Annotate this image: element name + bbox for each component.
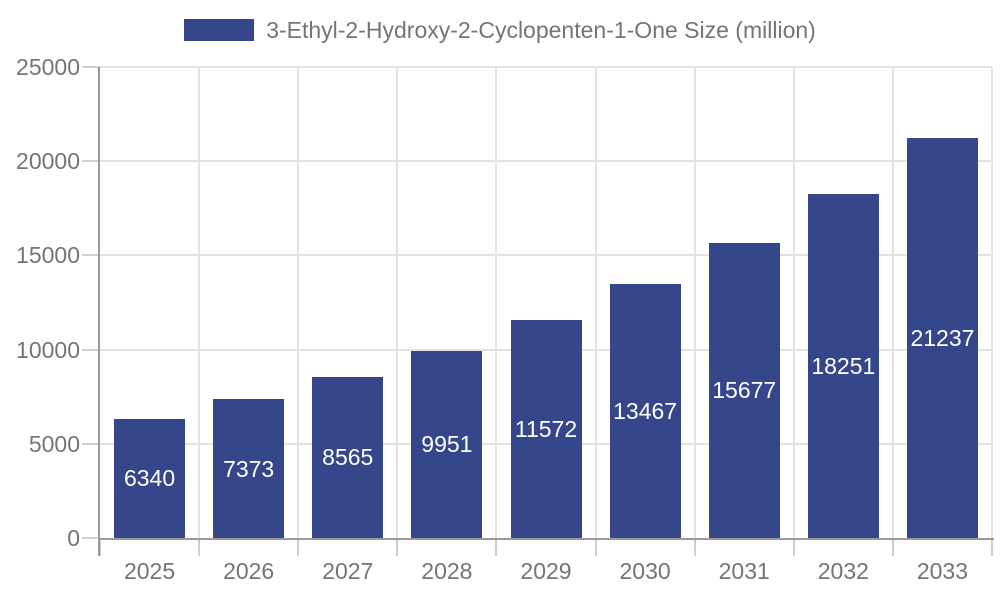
y-tick [82, 442, 100, 445]
y-tick-label: 5000 [28, 430, 80, 457]
y-tick [82, 160, 100, 163]
bar-2031[interactable] [708, 242, 780, 538]
bar-2027[interactable] [312, 376, 384, 538]
y-tick [82, 537, 100, 539]
x-gridline [495, 67, 498, 538]
x-gridline [991, 67, 993, 538]
bar-value-label: 11572 [514, 415, 578, 442]
bar-value-label: 6340 [123, 465, 176, 492]
y-tick [82, 254, 100, 257]
bar-value-label: 18251 [811, 353, 876, 380]
bar-value-label: 15677 [712, 377, 777, 404]
x-gridline [198, 67, 201, 538]
bar-2028[interactable] [411, 350, 483, 538]
y-tick-label: 25000 [16, 54, 80, 80]
x-tick [297, 538, 300, 556]
x-tick [99, 538, 101, 556]
x-tick [991, 538, 993, 556]
x-tick [792, 538, 795, 556]
legend[interactable]: 3-Ethyl-2-Hydroxy-2-Cyclopenten-1-One Si… [0, 17, 1000, 43]
x-category-label: 2026 [223, 558, 275, 584]
legend-swatch-icon [184, 19, 255, 41]
y-tick [82, 66, 100, 68]
bar-value-label: 9951 [421, 431, 473, 458]
x-category-label: 2032 [817, 558, 869, 584]
x-tick [594, 538, 597, 556]
y-gridline [100, 66, 992, 68]
x-tick [891, 538, 894, 556]
bar-2029[interactable] [510, 319, 582, 538]
x-category-label: 2027 [322, 558, 374, 584]
y-tick-label: 15000 [16, 242, 80, 269]
x-category-label: 2028 [421, 558, 473, 584]
x-tick [693, 538, 696, 556]
bar-2030[interactable] [609, 284, 681, 538]
x-gridline [594, 67, 597, 538]
x-tick [495, 538, 498, 556]
y-gridline [100, 160, 992, 163]
bar-value-label: 7373 [223, 455, 275, 482]
y-tick-label: 20000 [16, 148, 80, 175]
y-tick-label: 0 [67, 525, 80, 551]
x-gridline [891, 67, 894, 538]
x-category-label: 2031 [718, 558, 770, 584]
bar-2025[interactable] [114, 418, 186, 538]
x-category-label: 2025 [123, 558, 176, 584]
legend-label: 3-Ethyl-2-Hydroxy-2-Cyclopenten-1-One Si… [266, 17, 816, 43]
y-gridline [100, 254, 992, 257]
bar-value-label: 21237 [910, 324, 975, 351]
x-axis-line [98, 538, 994, 540]
x-tick [396, 538, 399, 556]
x-gridline [792, 67, 795, 538]
bar-2032[interactable] [807, 194, 879, 538]
y-tick [82, 348, 100, 351]
x-category-label: 2030 [619, 558, 671, 584]
y-tick-label: 10000 [16, 336, 80, 363]
bar-value-label: 8565 [322, 444, 374, 471]
x-gridline [297, 67, 300, 538]
x-gridline [693, 67, 696, 538]
bar-2033[interactable] [906, 137, 978, 538]
x-tick [198, 538, 201, 556]
y-axis-line [98, 67, 100, 556]
bar-value-label: 13467 [613, 398, 678, 425]
x-category-label: 2033 [916, 558, 969, 584]
x-gridline [396, 67, 399, 538]
bar-2026[interactable] [213, 399, 285, 538]
x-category-label: 2029 [520, 558, 572, 584]
